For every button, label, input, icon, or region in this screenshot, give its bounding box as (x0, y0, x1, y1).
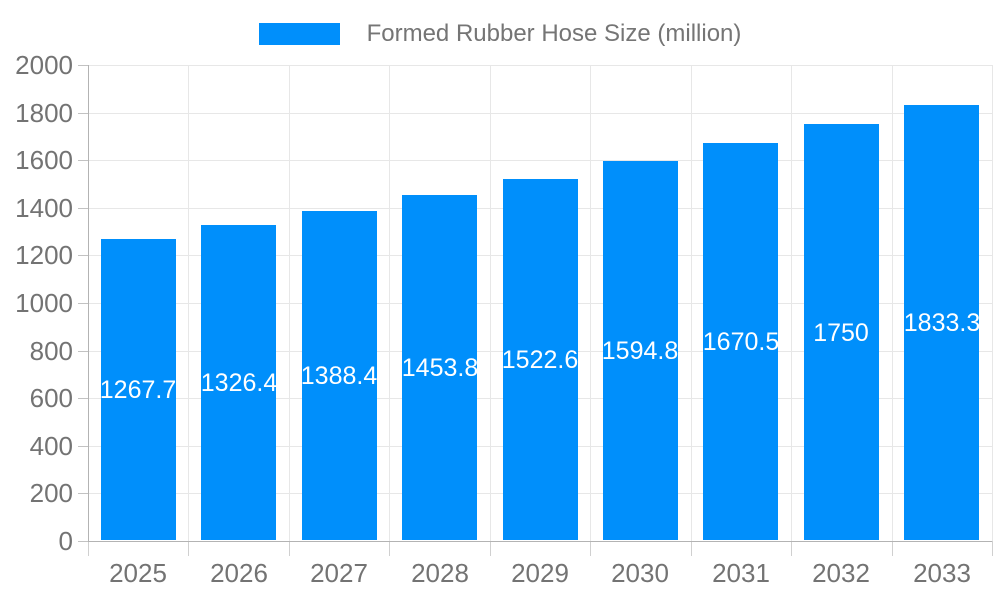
y-axis-tick (78, 255, 88, 256)
bar-2030[interactable] (603, 161, 678, 540)
x-gridline (992, 65, 993, 541)
y-axis-tick (78, 303, 88, 304)
y-axis-tick (78, 208, 88, 209)
y-gridline (88, 65, 992, 66)
bar-2031[interactable] (703, 143, 778, 540)
bar-value-label: 1326.4 (200, 369, 278, 397)
x-axis-category-label: 2030 (611, 558, 669, 588)
bar-value-label: 1750 (813, 319, 869, 347)
bar-value-label: 1670.5 (702, 328, 780, 356)
bar-value-label: 1522.6 (501, 346, 579, 374)
y-axis-tick-label: 400 (29, 431, 73, 461)
y-axis-tick-label: 1200 (15, 240, 73, 270)
x-axis-tick (490, 541, 491, 556)
x-axis-tick (289, 541, 290, 556)
x-axis-tick (992, 541, 993, 556)
y-axis-tick (78, 65, 88, 66)
x-axis-tick (88, 541, 89, 556)
bar-value-label: 1594.8 (601, 337, 679, 365)
x-axis-category-label: 2026 (210, 558, 268, 588)
y-axis-tick (78, 446, 88, 447)
y-axis-tick-label: 1400 (15, 193, 73, 223)
legend-swatch (258, 23, 340, 45)
y-gridline (88, 113, 992, 114)
y-axis-tick (78, 398, 88, 399)
x-gridline (892, 65, 893, 541)
bar-2033[interactable] (904, 105, 979, 540)
bar-2025[interactable] (101, 239, 176, 540)
legend-label: Formed Rubber Hose Size (million) (366, 20, 742, 47)
x-axis-tick (590, 541, 591, 556)
y-axis-tick-label: 600 (29, 383, 73, 413)
x-axis-tick (389, 541, 390, 556)
legend[interactable]: Formed Rubber Hose Size (million) (0, 20, 1000, 48)
y-axis-tick-label: 1000 (15, 288, 73, 318)
x-axis-category-label: 2031 (712, 558, 770, 588)
x-axis-category-label: 2032 (812, 558, 870, 588)
x-axis-category-label: 2027 (310, 558, 368, 588)
x-axis-tick (188, 541, 189, 556)
bar-2028[interactable] (402, 195, 477, 540)
y-axis-tick-label: 1800 (15, 98, 73, 128)
x-gridline (289, 65, 290, 541)
x-axis-category-label: 2033 (913, 558, 971, 588)
bar-2026[interactable] (201, 225, 276, 540)
bar-value-label: 1453.8 (401, 354, 479, 382)
bar-value-label: 1388.4 (300, 362, 378, 390)
x-axis-tick (791, 541, 792, 556)
y-axis-tick-label: 1600 (15, 145, 73, 175)
y-axis-tick (78, 351, 88, 352)
y-axis-tick-label: 0 (58, 526, 73, 556)
bar-2032[interactable] (804, 124, 879, 540)
x-gridline (490, 65, 491, 541)
y-axis-tick-label: 800 (29, 336, 73, 366)
y-axis-tick (78, 113, 88, 114)
x-gridline (691, 65, 692, 541)
x-axis-tick (691, 541, 692, 556)
x-axis-category-label: 2025 (109, 558, 167, 588)
y-axis-tick (78, 160, 88, 161)
y-axis-tick (78, 493, 88, 494)
y-axis-tick (78, 541, 88, 542)
bar-2027[interactable] (302, 211, 377, 540)
x-gridline (188, 65, 189, 541)
x-axis-tick (892, 541, 893, 556)
x-axis-category-label: 2029 (511, 558, 569, 588)
x-gridline (791, 65, 792, 541)
x-axis-category-label: 2028 (411, 558, 469, 588)
bar-2029[interactable] (503, 179, 578, 540)
y-axis-tick-label: 200 (29, 478, 73, 508)
y-gridline (88, 160, 992, 161)
x-axis-line (88, 541, 992, 542)
bar-value-label: 1267.7 (99, 376, 177, 404)
x-gridline (389, 65, 390, 541)
x-gridline (590, 65, 591, 541)
y-axis-line (88, 65, 89, 541)
y-axis-tick-label: 2000 (15, 50, 73, 80)
bar-value-label: 1833.3 (903, 309, 981, 337)
